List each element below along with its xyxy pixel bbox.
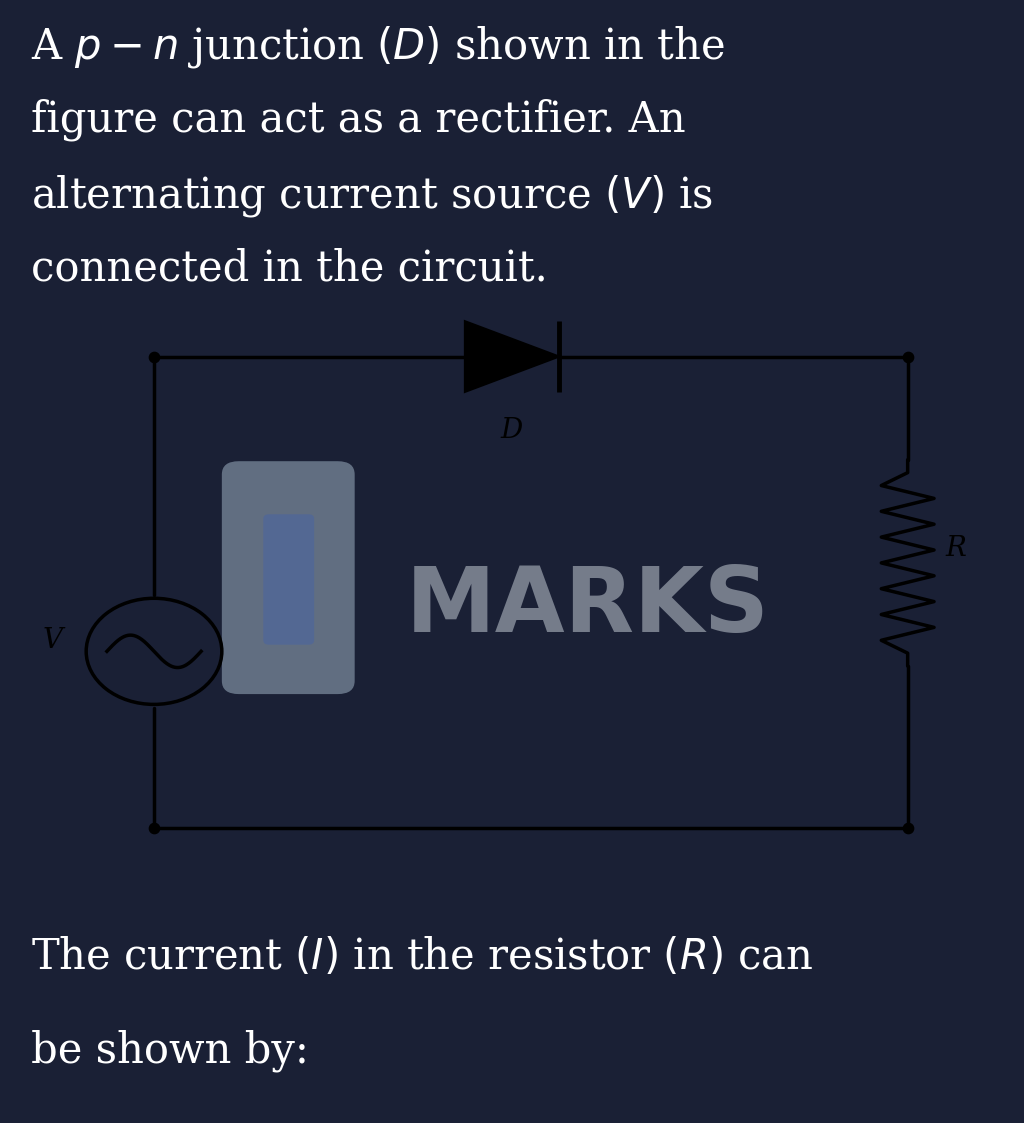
Text: be shown by:: be shown by:: [31, 1030, 308, 1072]
Text: R: R: [945, 535, 967, 562]
Point: [899, 348, 915, 366]
Text: MARKS: MARKS: [406, 563, 769, 651]
Polygon shape: [465, 321, 559, 392]
Text: figure can act as a rectifier. An: figure can act as a rectifier. An: [31, 98, 685, 140]
Text: The current $(I)$ in the resistor $(R)$ can: The current $(I)$ in the resistor $(R)$ …: [31, 937, 813, 978]
Point: [145, 348, 162, 366]
Point: [145, 820, 162, 838]
Text: connected in the circuit.: connected in the circuit.: [31, 247, 548, 289]
FancyBboxPatch shape: [263, 514, 314, 645]
Point: [899, 820, 915, 838]
FancyBboxPatch shape: [222, 462, 354, 694]
Text: V: V: [43, 627, 62, 654]
Text: A $p-n$ junction $(D)$ shown in the: A $p-n$ junction $(D)$ shown in the: [31, 24, 724, 70]
Text: alternating current source $(V)$ is: alternating current source $(V)$ is: [31, 173, 713, 219]
Text: D: D: [501, 417, 523, 444]
